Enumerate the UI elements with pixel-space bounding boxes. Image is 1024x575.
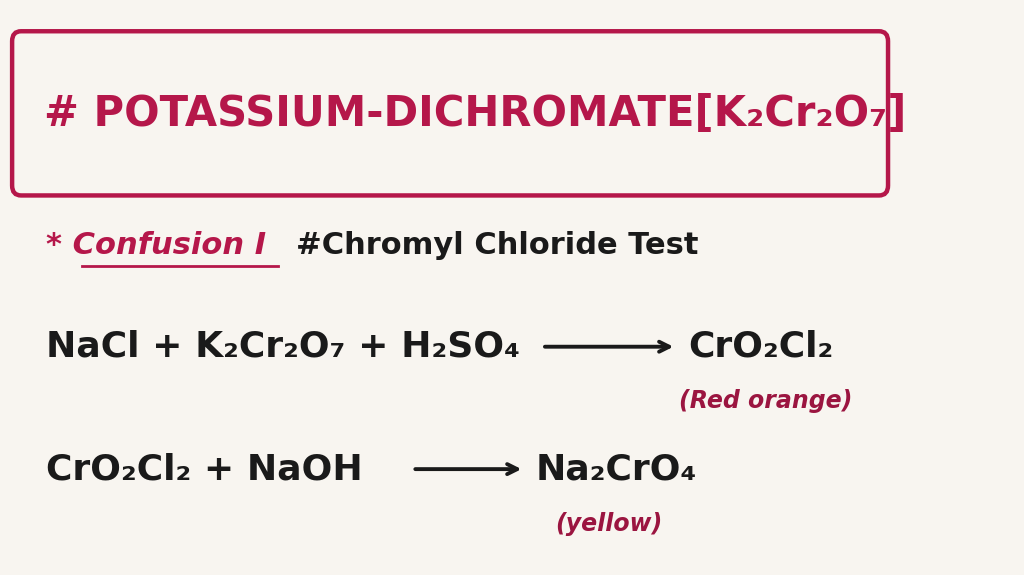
Text: Na₂CrO₄: Na₂CrO₄ — [536, 452, 697, 486]
Text: # POTASSIUM-DICHROMATE[K₂Cr₂O₇]: # POTASSIUM-DICHROMATE[K₂Cr₂O₇] — [44, 93, 906, 135]
Text: CrO₂Cl₂: CrO₂Cl₂ — [688, 329, 834, 364]
Text: (Red orange): (Red orange) — [679, 389, 852, 413]
Text: #Chromyl Chloride Test: #Chromyl Chloride Test — [296, 231, 698, 260]
Text: * Confusion I: * Confusion I — [46, 231, 266, 260]
Text: (yellow): (yellow) — [556, 512, 663, 536]
Text: CrO₂Cl₂ + NaOH: CrO₂Cl₂ + NaOH — [46, 452, 362, 486]
Text: NaCl + K₂Cr₂O₇ + H₂SO₄: NaCl + K₂Cr₂O₇ + H₂SO₄ — [46, 329, 520, 364]
